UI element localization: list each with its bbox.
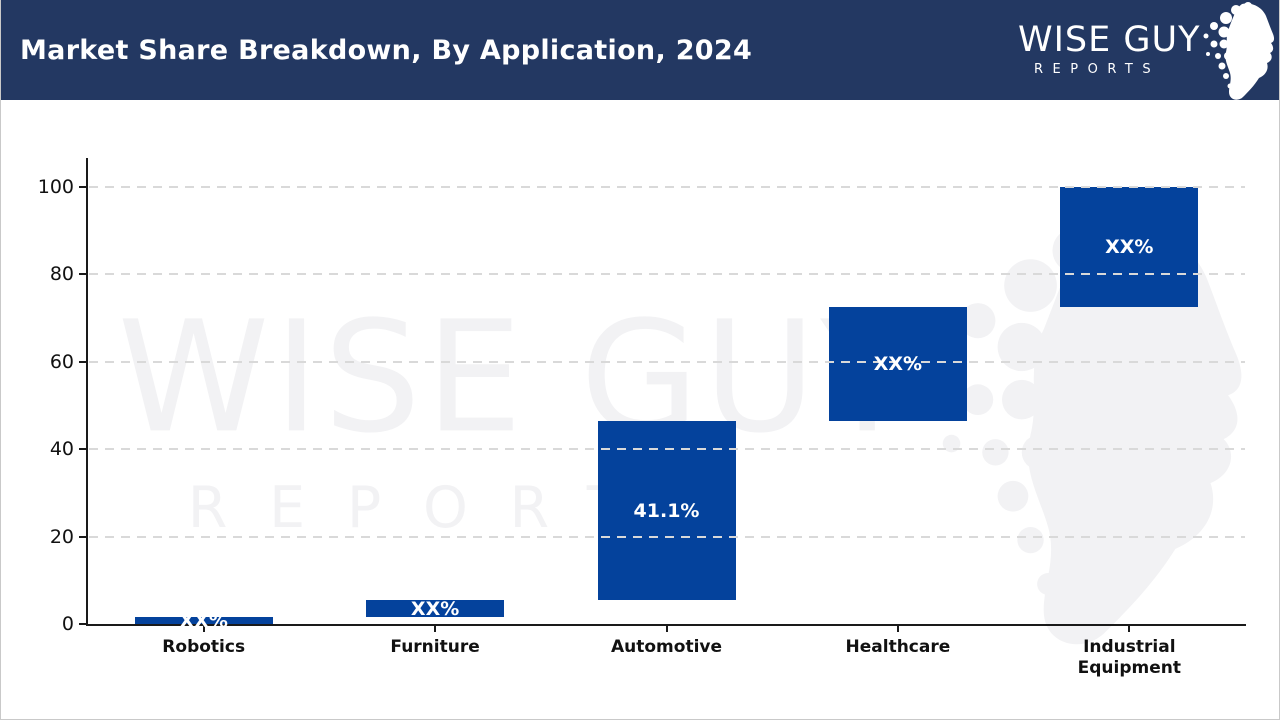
x-tick-mark bbox=[202, 626, 205, 632]
bar-value-label: XX% bbox=[410, 597, 460, 620]
y-tick-mark bbox=[79, 360, 86, 363]
brand-logo: WISE GUY REPORTS bbox=[1014, 0, 1276, 100]
header-bar: Market Share Breakdown, By Application, … bbox=[0, 0, 1280, 100]
y-tick-label: 60 bbox=[49, 350, 74, 373]
x-tick-mark bbox=[665, 626, 668, 632]
y-tick-label: 80 bbox=[49, 263, 74, 286]
bar-furniture bbox=[366, 600, 505, 617]
x-category-label: Automotive bbox=[610, 637, 723, 657]
x-category-label: Robotics bbox=[162, 637, 246, 657]
x-tick-mark bbox=[1128, 626, 1131, 632]
gridline-80 bbox=[89, 273, 1245, 276]
x-axis-line bbox=[86, 624, 1246, 626]
y-tick-mark bbox=[79, 535, 86, 538]
gridline-40 bbox=[89, 448, 1245, 451]
bar-value-label: 41.1% bbox=[633, 499, 700, 522]
y-tick-label: 100 bbox=[37, 176, 74, 198]
y-tick-label: 40 bbox=[49, 438, 74, 461]
gridline-20 bbox=[89, 535, 1245, 538]
y-tick-mark bbox=[79, 448, 86, 451]
x-tick-mark bbox=[434, 626, 437, 632]
x-category-label: Healthcare bbox=[845, 637, 951, 657]
bar-robotics bbox=[134, 617, 273, 624]
chart-title: Market Share Breakdown, By Application, … bbox=[20, 34, 753, 66]
face-profile-icon bbox=[1203, 2, 1275, 100]
x-category-label: Furniture bbox=[390, 637, 480, 657]
y-tick-mark bbox=[79, 623, 86, 625]
wise-guy-reports-logo: WISE GUY REPORTS bbox=[1018, 2, 1275, 100]
y-tick-label: 20 bbox=[49, 525, 74, 548]
logo-name-text: WISE GUY bbox=[118, 288, 919, 467]
bar-automotive bbox=[597, 420, 736, 601]
x-category-label: Industrial Equipment bbox=[1077, 637, 1181, 678]
y-axis-line bbox=[86, 158, 88, 626]
y-tick-mark bbox=[79, 273, 86, 276]
y-tick-label: 0 bbox=[61, 613, 74, 635]
gridline-60 bbox=[89, 360, 1245, 363]
y-tick-mark bbox=[79, 186, 86, 188]
bar-value-label: XX% bbox=[179, 609, 228, 632]
x-tick-mark bbox=[896, 626, 899, 632]
bar-value-label: XX% bbox=[1105, 236, 1154, 259]
logo-tagline-text: REPORTS bbox=[1034, 62, 1160, 77]
gridline-100 bbox=[89, 186, 1245, 188]
bar-value-label: XX% bbox=[873, 352, 923, 375]
logo-name-text: WISE GUY bbox=[1018, 20, 1201, 60]
